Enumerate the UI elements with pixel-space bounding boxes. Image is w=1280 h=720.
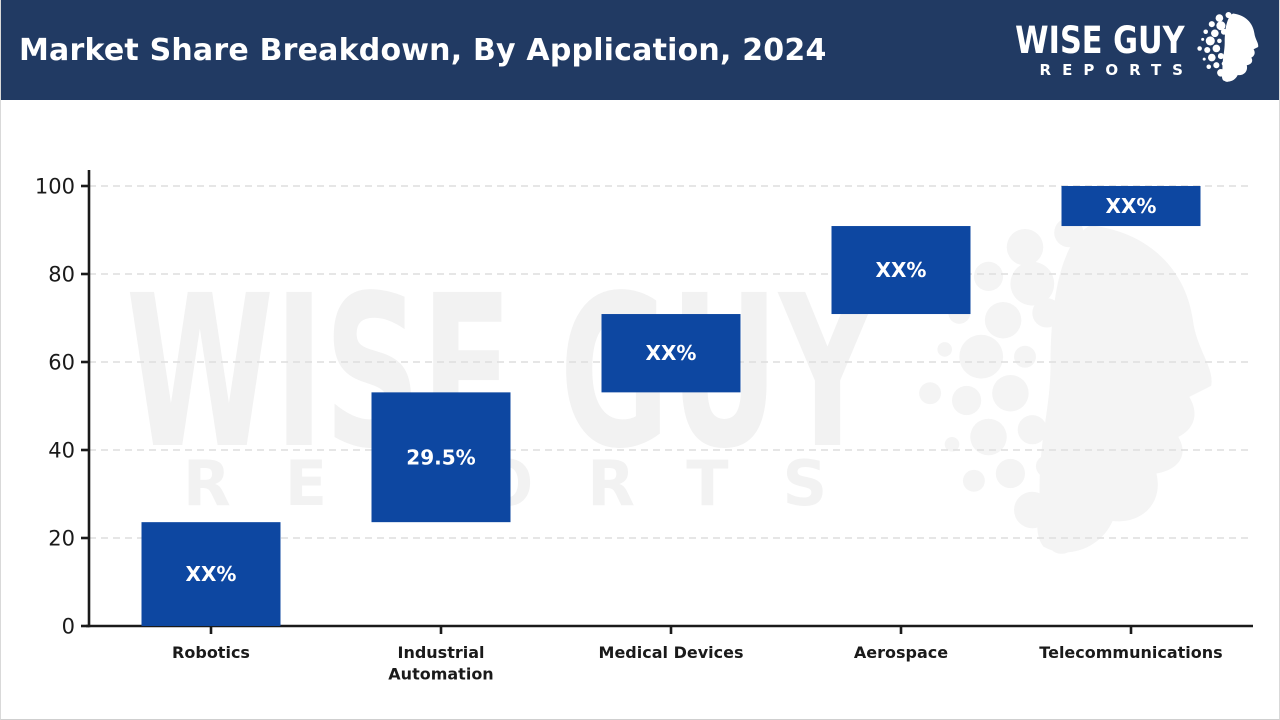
bar-industrial-automation: [371, 392, 511, 523]
bar-aerospace: [831, 226, 971, 315]
x-category-label-medical-devices: Medical Devices: [599, 643, 744, 662]
bar-label-robotics: XX%: [186, 562, 237, 586]
y-tick-label: 40: [48, 439, 75, 463]
y-tick-label: 60: [48, 351, 75, 375]
watermark-subtitle: REPORTS: [183, 447, 881, 520]
wiseguy-head-icon: [1197, 12, 1259, 82]
wiseguy-logo: WISE GUY REPORTS: [978, 6, 1265, 94]
chart-area: WISE GUY REPORTS 0 20 40 60 80 100 XX% Robotics 29…: [1, 100, 1279, 719]
bar-robotics: [141, 522, 281, 626]
logo-wordmark: WISE GUY: [1015, 19, 1185, 62]
y-tick-label: 80: [48, 263, 75, 287]
y-axis-ticks: 0 20 40 60 80 100: [35, 175, 89, 639]
wiseguy-logo-text: WISE GUY REPORTS: [978, 19, 1185, 80]
page-title: Market Share Breakdown, By Application, …: [19, 32, 827, 68]
bar-label-medical-devices: XX%: [646, 341, 697, 365]
bar-label-aerospace: XX%: [876, 258, 927, 282]
bar-label-telecommunications: XX%: [1106, 194, 1157, 218]
logo-subtitle: REPORTS: [1039, 61, 1194, 79]
x-category-label-telecommunications: Telecommunications: [1039, 643, 1222, 662]
bar-telecommunications: [1061, 186, 1201, 227]
y-tick-label: 0: [62, 615, 75, 639]
bar-medical-devices: [601, 314, 741, 393]
x-category-label-robotics: Robotics: [172, 643, 250, 662]
y-tick-label: 20: [48, 527, 75, 551]
header-bar: Market Share Breakdown, By Application, …: [1, 0, 1279, 100]
x-category-label-aerospace: Aerospace: [854, 643, 948, 662]
y-tick-label: 100: [35, 175, 75, 199]
bar-label-industrial-automation: 29.5%: [406, 445, 475, 469]
x-category-label-industrial-automation: Automation: [388, 665, 493, 684]
x-category-label-industrial-automation: Industrial: [397, 643, 484, 662]
